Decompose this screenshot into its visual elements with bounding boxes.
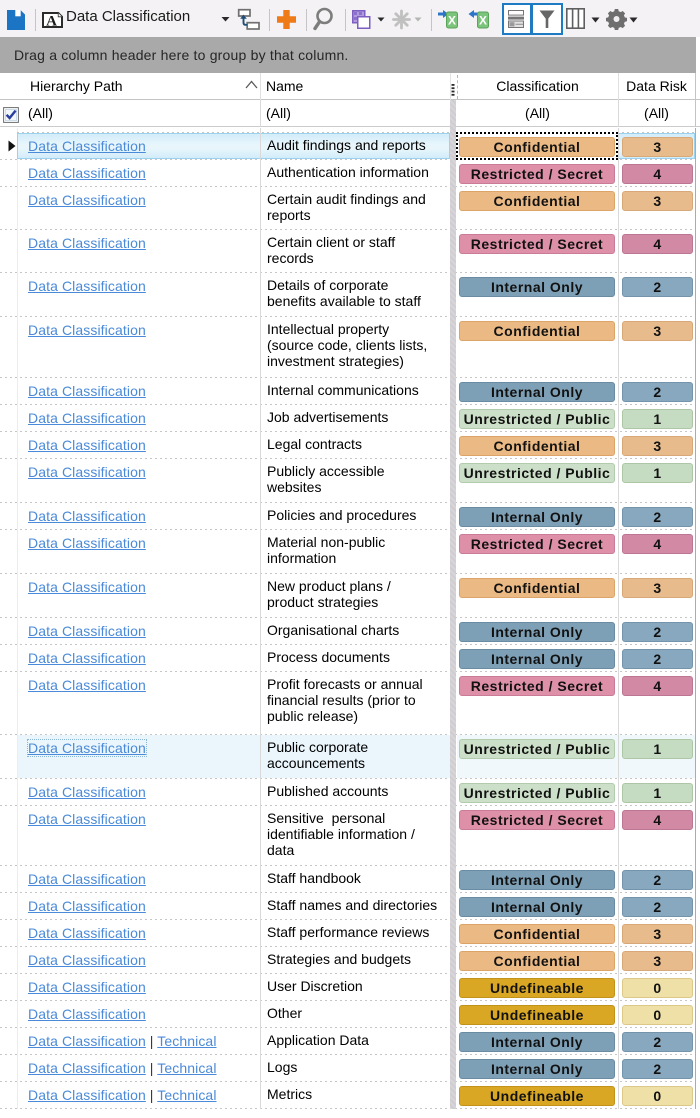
svg-text:A: A bbox=[46, 13, 57, 28]
svg-text:X: X bbox=[479, 14, 487, 28]
svg-text:X: X bbox=[448, 14, 456, 28]
